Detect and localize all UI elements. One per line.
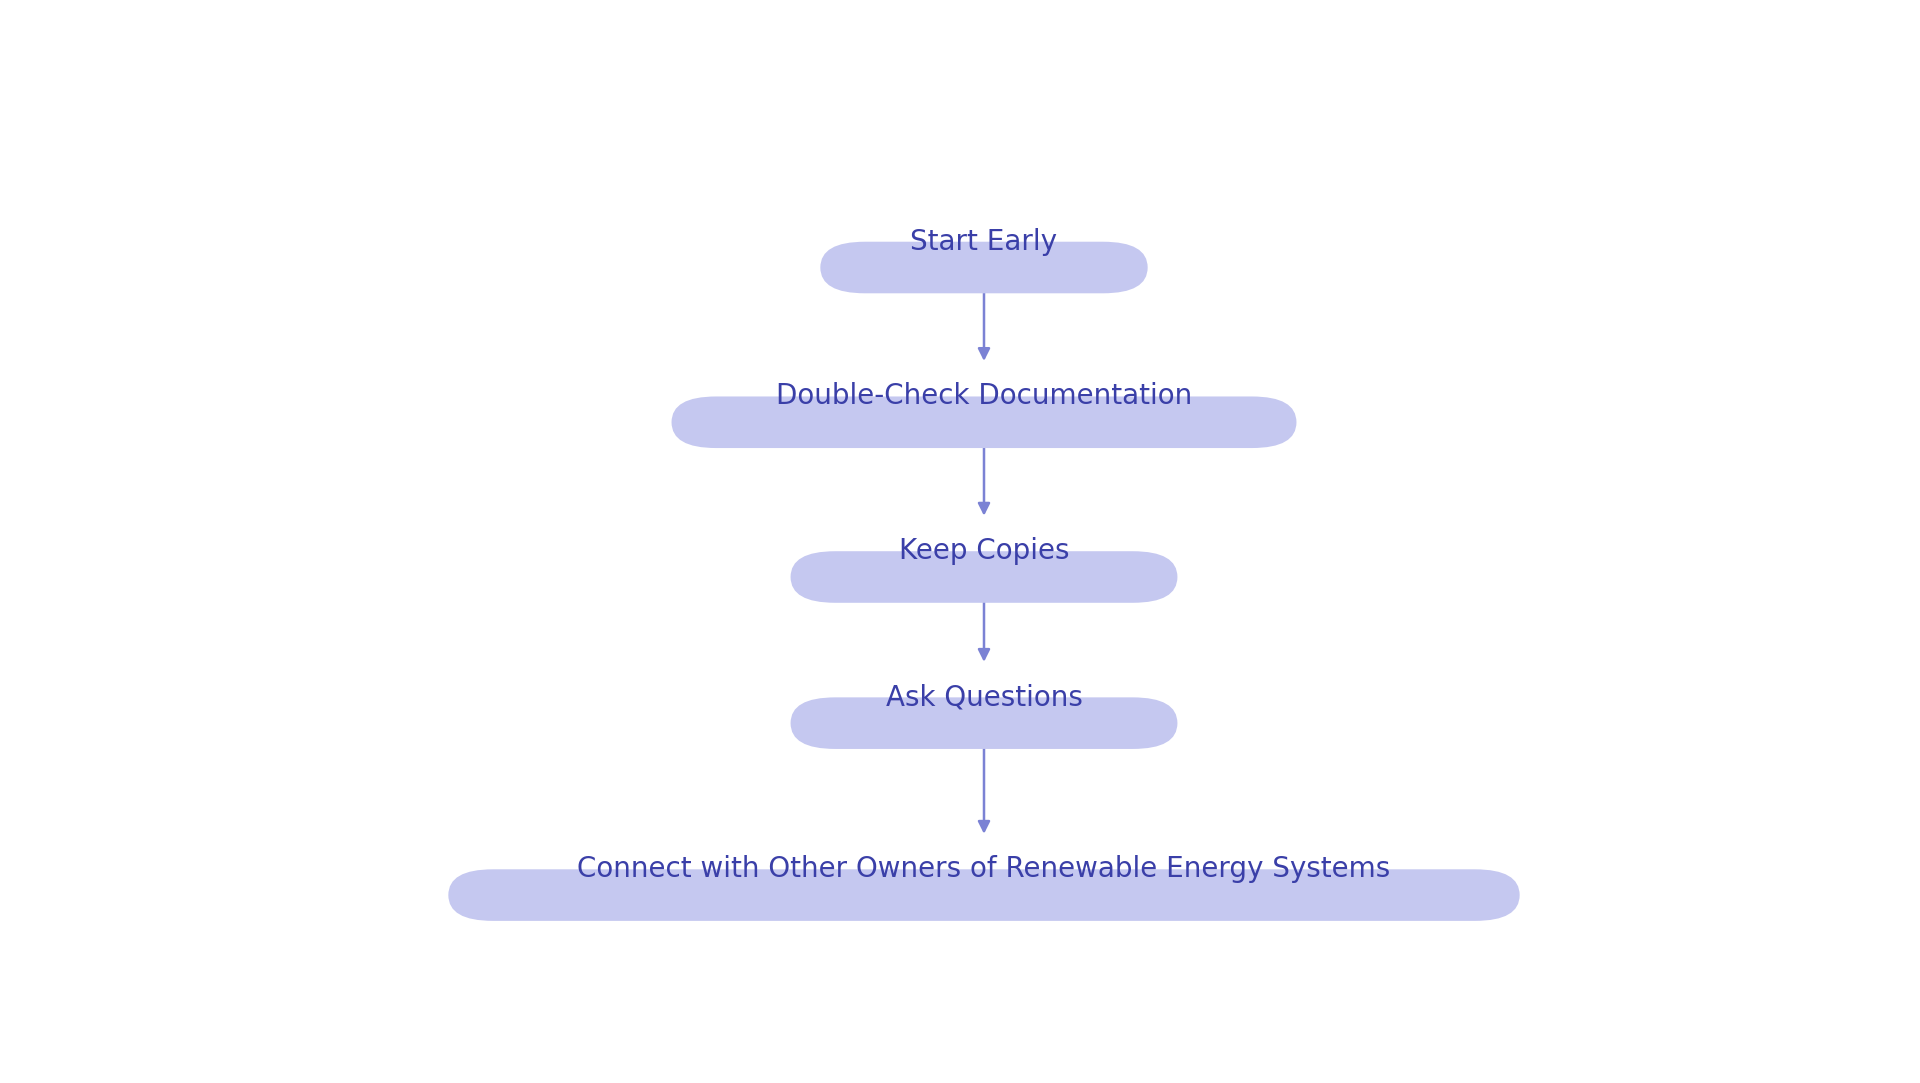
Text: Ask Questions: Ask Questions — [885, 683, 1083, 712]
Text: Start Early: Start Early — [910, 227, 1058, 256]
FancyBboxPatch shape — [791, 551, 1177, 603]
FancyBboxPatch shape — [672, 396, 1296, 448]
FancyBboxPatch shape — [447, 870, 1521, 921]
Text: Connect with Other Owners of Renewable Energy Systems: Connect with Other Owners of Renewable E… — [578, 856, 1390, 884]
FancyBboxPatch shape — [791, 697, 1177, 749]
FancyBboxPatch shape — [820, 242, 1148, 293]
Text: Keep Copies: Keep Copies — [899, 537, 1069, 565]
Text: Double-Check Documentation: Double-Check Documentation — [776, 382, 1192, 410]
